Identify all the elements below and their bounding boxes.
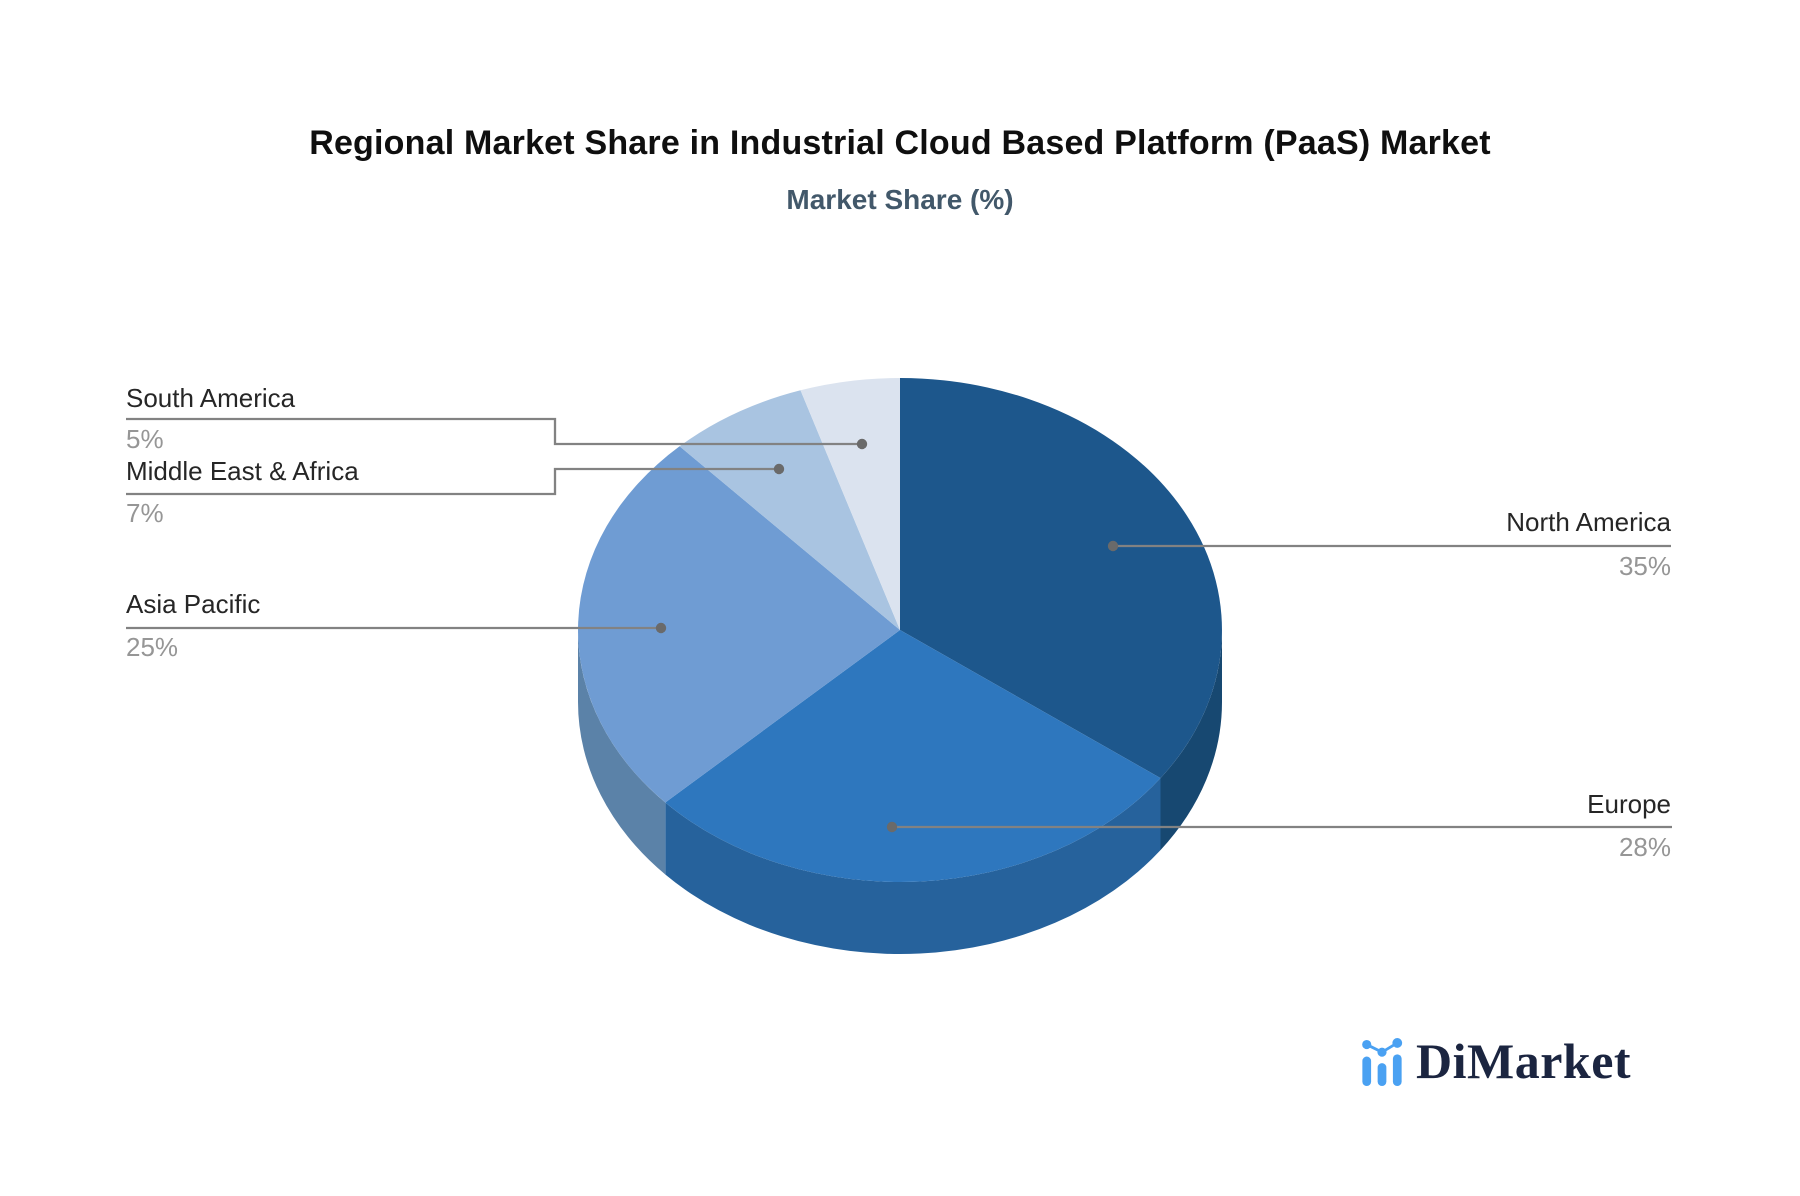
label-north-america: North America xyxy=(1506,507,1671,537)
pie-slice-side-north-america xyxy=(1160,630,1222,851)
leader-line-middle-east-africa xyxy=(126,467,779,496)
chart-subtitle: Market Share (%) xyxy=(786,184,1014,215)
pie-slice-europe[interactable] xyxy=(665,630,1161,882)
dimarket-logo-text: DiMarket xyxy=(1416,1033,1632,1089)
leader-dot-south-america xyxy=(856,438,868,450)
bar-line-chart-icon xyxy=(1362,1038,1403,1086)
leader-dot-north-america xyxy=(1107,540,1119,552)
label-middle-east-africa: Middle East & Africa xyxy=(126,456,359,486)
label-asia-pacific: Asia Pacific xyxy=(126,589,261,619)
pie-slices xyxy=(578,377,1222,882)
pie-side-walls xyxy=(578,630,1222,954)
pie-slice-middle-east-africa[interactable] xyxy=(679,390,900,630)
label-europe: Europe xyxy=(1587,789,1671,819)
pie-slice-side-asia-pacific xyxy=(578,630,666,875)
dimarket-logo: DiMarket xyxy=(1360,1036,1631,1086)
pie-slice-side-europe xyxy=(665,778,1161,954)
chart-title: Regional Market Share in Industrial Clou… xyxy=(309,124,1491,162)
value-europe: 28% xyxy=(1618,832,1671,862)
pie-slice-south-america[interactable] xyxy=(800,377,901,630)
value-middle-east-africa: 7% xyxy=(126,498,164,528)
leader-dot-asia-pacific xyxy=(655,622,667,634)
value-south-america: 5% xyxy=(126,424,164,454)
leader-dot-europe xyxy=(886,821,898,833)
leader-lines xyxy=(126,417,1672,833)
value-north-america: 35% xyxy=(1618,551,1671,581)
label-south-america: South America xyxy=(126,383,296,413)
leader-line-south-america xyxy=(126,417,862,446)
value-asia-pacific: 25% xyxy=(126,632,179,662)
leader-dot-middle-east-africa xyxy=(773,463,785,475)
pie-slice-north-america[interactable] xyxy=(900,378,1222,779)
pie-slice-asia-pacific[interactable] xyxy=(578,446,900,803)
